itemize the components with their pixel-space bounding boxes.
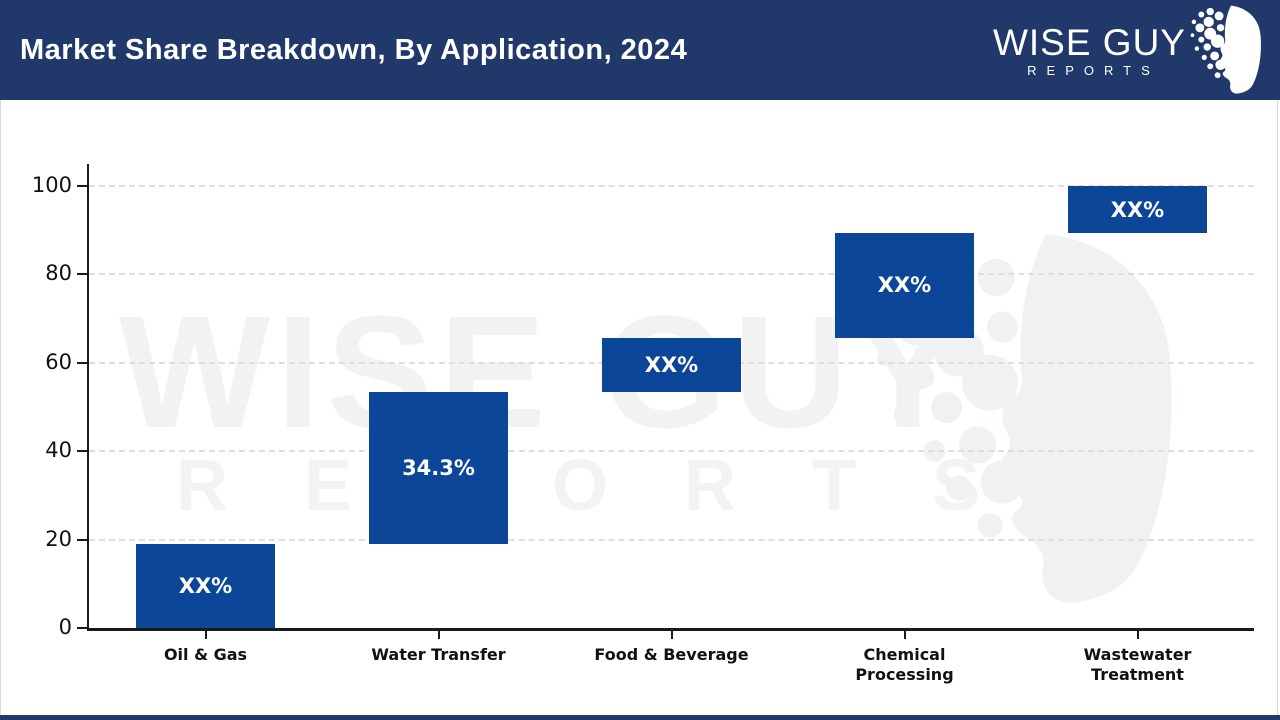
chart-area: WISE GUY REPORTS 0 20 40 60 80 100 XX% Oil & bbox=[0, 100, 1278, 715]
bar-value-label: XX% bbox=[644, 352, 699, 377]
y-tick-label-0: 0 bbox=[58, 615, 72, 639]
dotted-head-icon bbox=[1190, 5, 1261, 94]
x-tick-mark-4 bbox=[1136, 631, 1139, 639]
bar-segment-2: XX% bbox=[601, 337, 742, 393]
y-tick-mark-100 bbox=[77, 185, 87, 187]
y-tick-mark-60 bbox=[77, 361, 87, 364]
x-category-label: Water Transfer bbox=[371, 645, 506, 664]
waterfall-chart: 0 20 40 60 80 100 XX% Oil & Gas 34.3% Water Trans… bbox=[32, 164, 1254, 684]
bottom-accent-bar bbox=[0, 715, 1280, 720]
header: Market Share Breakdown, By Application, … bbox=[0, 0, 1280, 100]
wiseguy-logo: WISE GUY REPORTS bbox=[993, 5, 1262, 95]
bar-value-label: XX% bbox=[1110, 197, 1165, 222]
y-tick-label-60: 60 bbox=[45, 349, 72, 374]
page-title: Market Share Breakdown, By Application, … bbox=[20, 33, 688, 66]
y-tick-label-80: 80 bbox=[45, 261, 72, 286]
x-category-label: Wastewater Treatment bbox=[1083, 645, 1192, 684]
y-tick-mark-0 bbox=[77, 627, 87, 629]
x-tick-mark-0 bbox=[204, 631, 207, 639]
logo-wordmark: WISE GUY bbox=[992, 21, 1186, 63]
y-axis-spine bbox=[87, 164, 89, 630]
x-category-label: Food & Beverage bbox=[594, 645, 749, 664]
bar-value-label: XX% bbox=[178, 574, 233, 598]
x-tick-mark-1 bbox=[437, 631, 440, 639]
bar-value-label: XX% bbox=[877, 273, 932, 298]
y-tick-mark-40 bbox=[77, 450, 87, 453]
x-axis-spine bbox=[87, 628, 1254, 631]
logo-subtitle: REPORTS bbox=[1027, 62, 1160, 78]
y-tick-label-100: 100 bbox=[31, 173, 72, 197]
y-tick-label-20: 20 bbox=[45, 526, 72, 551]
gridline-y-20 bbox=[89, 538, 1254, 541]
gridline-y-40 bbox=[89, 450, 1254, 453]
y-tick-mark-80 bbox=[77, 273, 87, 276]
x-category-label: Chemical Processing bbox=[855, 645, 954, 684]
x-category-label: Oil & Gas bbox=[163, 645, 248, 664]
x-tick-mark-2 bbox=[670, 631, 673, 639]
bar-segment-4: XX% bbox=[1067, 186, 1208, 234]
bar-segment-0: XX% bbox=[135, 544, 276, 628]
x-tick-mark-3 bbox=[903, 631, 906, 639]
y-tick-label-40: 40 bbox=[45, 438, 72, 463]
bar-segment-1: 34.3% bbox=[368, 392, 509, 544]
gridline-y-80 bbox=[89, 273, 1254, 276]
bar-value-label: 34.3% bbox=[402, 456, 475, 481]
bar-segment-3: XX% bbox=[834, 233, 975, 338]
gridline-y-100 bbox=[89, 185, 1254, 187]
logo-text: WISE GUY REPORTS bbox=[993, 24, 1186, 77]
y-tick-mark-20 bbox=[77, 538, 87, 541]
